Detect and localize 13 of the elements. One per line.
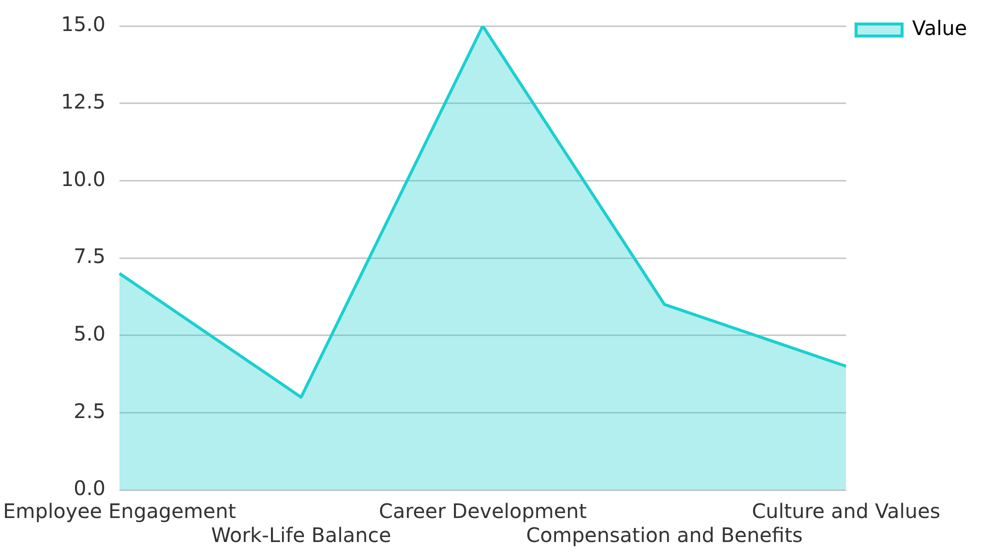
y-tick-label: 10.0 xyxy=(60,166,106,191)
y-tick-label: 15.0 xyxy=(60,12,106,36)
x-tick-label: Work-Life Balance xyxy=(211,523,392,548)
x-tick-label: Culture and Values xyxy=(752,499,940,524)
legend-label: Value xyxy=(912,16,967,40)
y-tick-label: 12.5 xyxy=(60,90,106,114)
y-tick-label: 2.5 xyxy=(74,398,106,423)
x-tick-label: Career Development xyxy=(378,499,587,524)
y-tick-label: 7.5 xyxy=(74,244,106,268)
x-tick-label: Compensation and Benefits xyxy=(526,523,803,548)
y-tick-label: 5.0 xyxy=(74,322,106,346)
y-tick-label: 0.0 xyxy=(74,476,106,500)
x-tick-label: Employee Engagement xyxy=(2,499,236,524)
